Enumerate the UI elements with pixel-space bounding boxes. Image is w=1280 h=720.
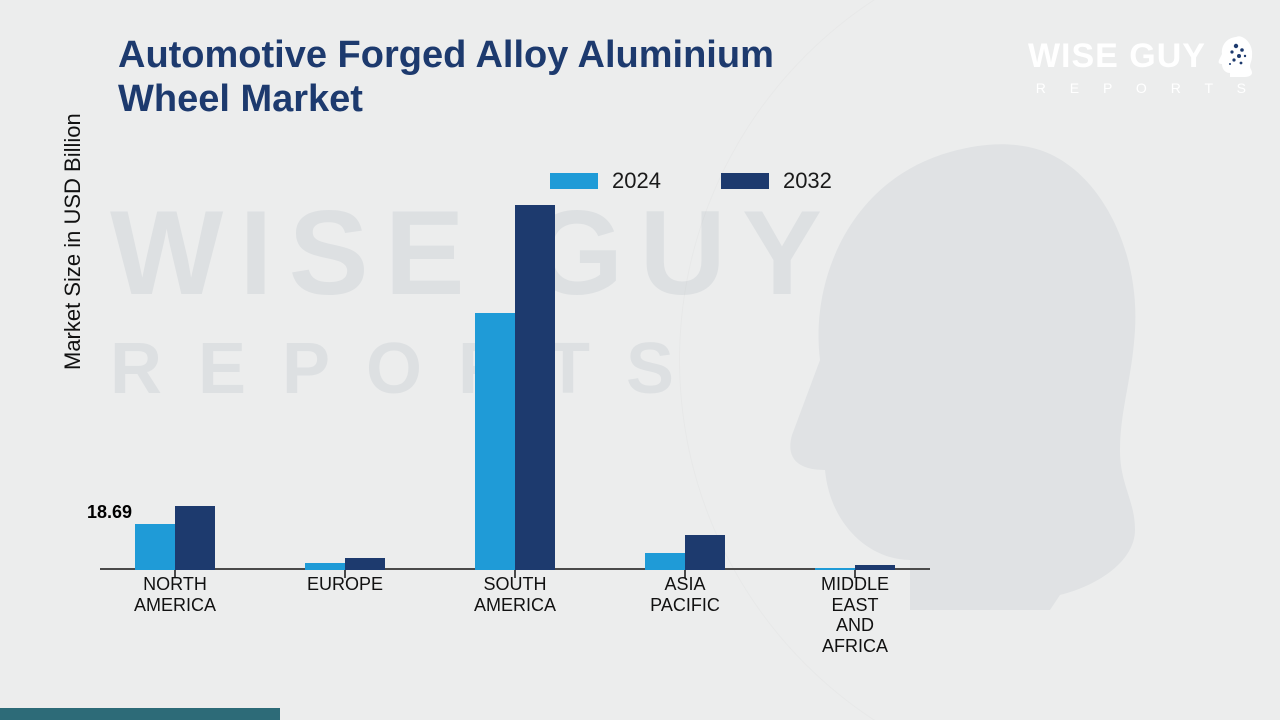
chart-plot-area: 18.69 <box>100 200 930 570</box>
brand-logo-text: WISE GUY <box>1028 37 1206 76</box>
legend-label-2024: 2024 <box>612 168 661 194</box>
legend-item-2024: 2024 <box>550 168 661 194</box>
x-axis-labels: NORTH AMERICA EUROPE SOUTH AMERICA ASIA PAC… <box>100 574 930 694</box>
legend-item-2032: 2032 <box>721 168 832 194</box>
bar-2032 <box>175 506 215 570</box>
brand-logo-top: WISE GUY <box>1028 34 1256 78</box>
bar-group <box>270 558 420 570</box>
stage: WISE GUY REPORTS Automotive Forged Alloy… <box>0 0 1280 720</box>
x-axis-category-label: MIDDLE EAST AND AFRICA <box>780 574 930 657</box>
bar-2024 <box>475 313 515 570</box>
footer-accent-bar <box>0 708 280 720</box>
bar-2024 <box>645 553 685 570</box>
x-axis-category-label: EUROPE <box>270 574 420 595</box>
brand-logo-icon <box>1212 34 1256 78</box>
bar-2024 <box>135 524 175 570</box>
bar-2032 <box>855 565 895 570</box>
bar-2032 <box>345 558 385 570</box>
bar-2032 <box>685 535 725 570</box>
bar-value-label: 18.69 <box>87 502 132 523</box>
x-axis-category-label: SOUTH AMERICA <box>440 574 590 615</box>
legend: 2024 2032 <box>550 168 832 194</box>
bar-2024 <box>815 568 855 570</box>
legend-label-2032: 2032 <box>783 168 832 194</box>
bar-group <box>440 205 590 570</box>
bar-2024 <box>305 563 345 570</box>
y-axis-label: Market Size in USD Billion <box>60 113 86 370</box>
brand-logo: WISE GUY R E P O R T S <box>1028 34 1256 96</box>
legend-swatch-2024 <box>550 173 598 189</box>
bar-2032 <box>515 205 555 570</box>
chart-title: Automotive Forged Alloy Aluminium Wheel … <box>118 34 838 121</box>
brand-logo-sub: R E P O R T S <box>1028 80 1256 96</box>
legend-swatch-2032 <box>721 173 769 189</box>
bar-group <box>780 565 930 570</box>
x-axis-category-label: ASIA PACIFIC <box>610 574 760 615</box>
bar-group <box>610 535 760 570</box>
x-axis-category-label: NORTH AMERICA <box>100 574 250 615</box>
